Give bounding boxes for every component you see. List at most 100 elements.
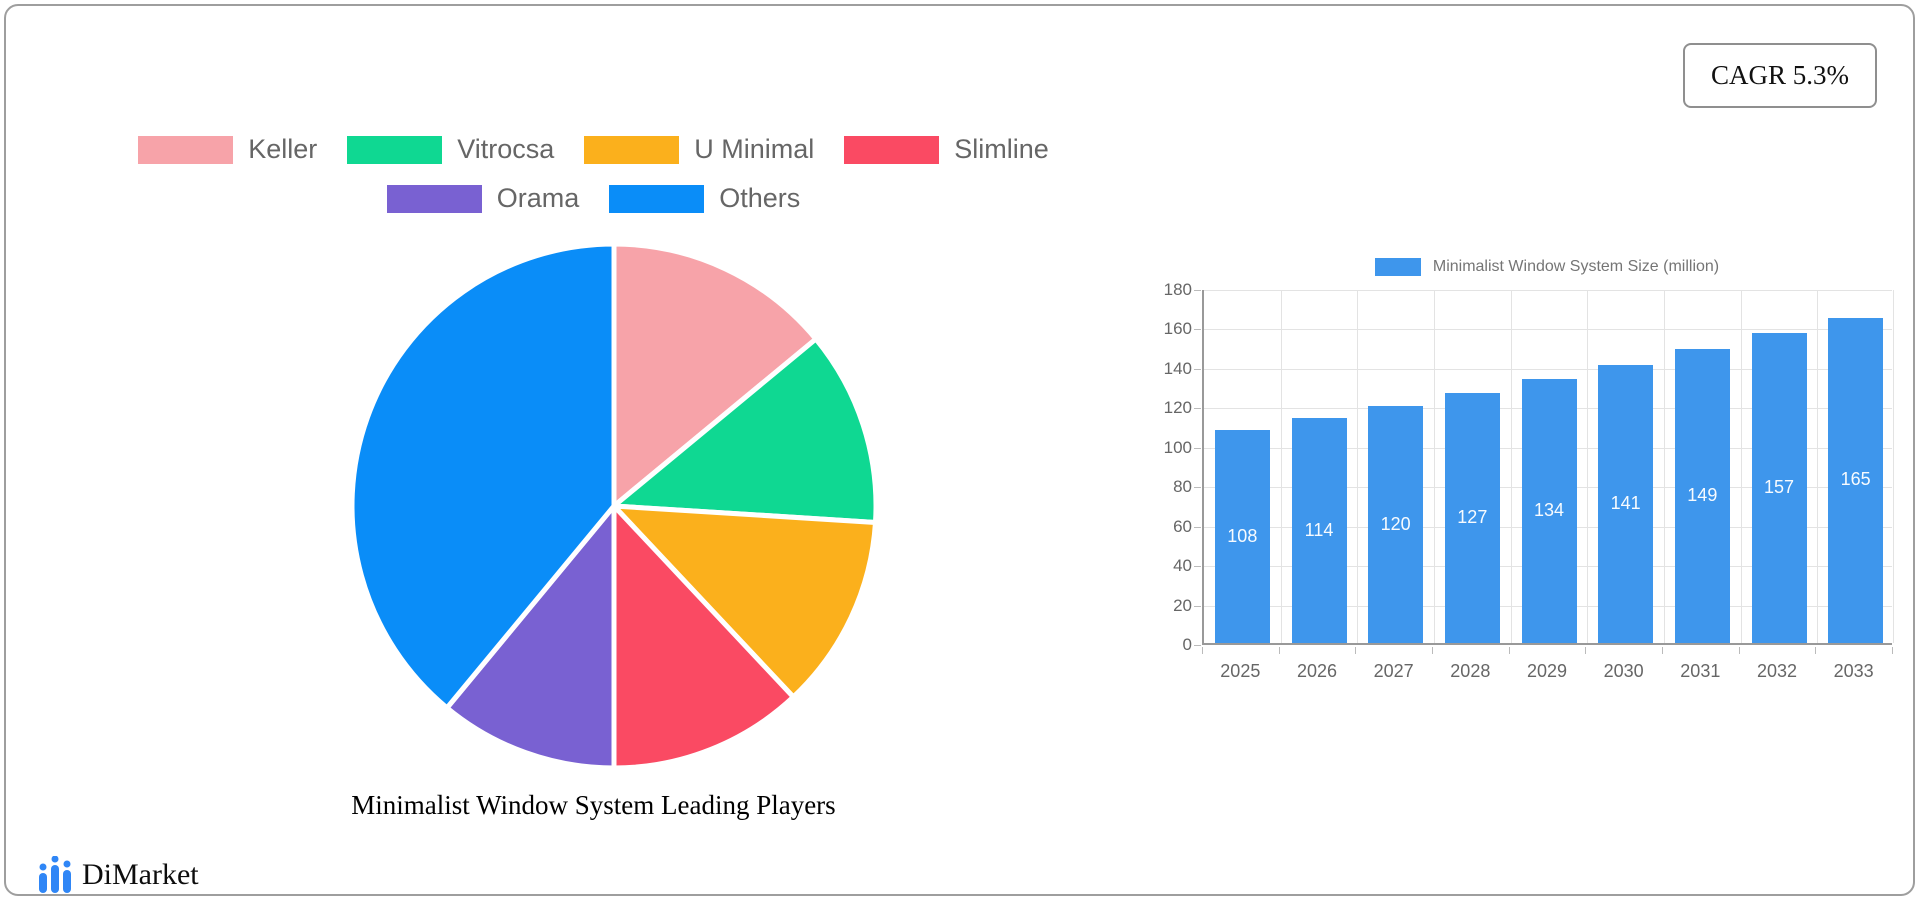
gridline-x-7 [1740, 290, 1742, 643]
legend-label-u-minimal: U Minimal [694, 134, 815, 164]
y-tick-mark-0 [1194, 645, 1201, 646]
y-tick-mark-80 [1194, 487, 1201, 489]
bar-value-label-2027: 120 [1380, 513, 1411, 534]
pie-legend: Keller Vitrocsa U Minimal Slimline Orama Othe… [26, 134, 1161, 214]
bar-chart-panel: Minimalist Window System Size (million) … [1146, 250, 1912, 700]
gridline-x-2 [1357, 290, 1359, 643]
gridline-x-1 [1280, 290, 1282, 643]
legend-item-slimline[interactable]: Slimline [844, 134, 1049, 165]
x-tick-mark-3 [1432, 647, 1433, 654]
gridline-x-6 [1664, 290, 1665, 643]
x-category-label-2027: 2027 [1373, 661, 1414, 681]
y-tick-label-40: 40 [1173, 556, 1192, 576]
legend-swatch-orama [386, 184, 482, 213]
legend-item-keller[interactable]: Keller [138, 134, 317, 165]
legend-swatch-u-minimal [584, 135, 680, 164]
bar-2033[interactable]: 165 [1828, 317, 1884, 643]
report-card: CAGR 5.3% Keller Vitrocsa U Minimal Slimlin… [4, 4, 1915, 896]
gridline-x-3 [1434, 290, 1435, 643]
x-category-label-2028: 2028 [1450, 661, 1491, 681]
legend-label-slimline: Slimline [954, 134, 1049, 164]
dimarket-logo: DiMarket [36, 856, 199, 894]
legend-swatch-vitrocsa [347, 135, 443, 164]
bar-2030[interactable]: 141 [1598, 364, 1654, 643]
x-tick-mark-8 [1815, 647, 1817, 654]
legend-swatch-slimline [844, 135, 940, 164]
legend-label-keller: Keller [248, 134, 318, 164]
bar-chart-plot-area: 108 114 120 127 134 141 149 157 165 [1202, 290, 1894, 645]
y-tick-mark-60 [1194, 526, 1201, 528]
x-category-label-2033: 2033 [1833, 661, 1874, 681]
pie-chart [349, 241, 879, 771]
bar-value-label-2025: 108 [1227, 525, 1258, 546]
bar-2026[interactable]: 114 [1291, 418, 1347, 643]
pie-legend-row: Keller Vitrocsa U Minimal Slimline [138, 134, 1049, 165]
y-tick-mark-40 [1194, 566, 1201, 568]
bar-value-label-2026: 114 [1304, 519, 1334, 540]
x-tick-mark-7 [1738, 647, 1740, 654]
x-category-label-2029: 2029 [1526, 661, 1567, 681]
bar-value-label-2028: 127 [1457, 506, 1488, 527]
pie-legend-row: Orama Others [386, 183, 800, 214]
bar-chart-legend-item[interactable]: Minimalist Window System Size (million) [1202, 258, 1892, 276]
x-category-label-2025: 2025 [1220, 661, 1261, 681]
pie-slice-vitrocsa[interactable] [611, 336, 879, 525]
legend-swatch-keller [138, 135, 234, 164]
bar-value-label-2031: 149 [1687, 485, 1718, 506]
legend-item-orama[interactable]: Orama [386, 183, 580, 214]
legend-label-vitrocsa: Vitrocsa [457, 134, 555, 164]
bar-value-label-2030: 141 [1610, 492, 1641, 513]
x-tick-mark-9 [1892, 647, 1893, 654]
legend-swatch-others [609, 184, 705, 213]
legend-item-others[interactable]: Others [609, 183, 800, 214]
x-tick-mark-6 [1662, 647, 1663, 654]
y-tick-mark-20 [1194, 605, 1201, 607]
y-tick-mark-180 [1194, 290, 1201, 291]
legend-label-others: Others [719, 183, 801, 213]
bar-2032[interactable]: 157 [1751, 333, 1807, 643]
bar-2025[interactable]: 108 [1214, 430, 1270, 643]
x-tick-mark-2 [1355, 647, 1357, 654]
gridline-x-9 [1893, 290, 1894, 643]
x-category-label-2026: 2026 [1296, 661, 1337, 681]
y-tick-mark-140 [1194, 368, 1201, 370]
bar-2029[interactable]: 134 [1521, 378, 1577, 643]
y-tick-label-60: 60 [1173, 516, 1192, 536]
y-tick-label-180: 180 [1163, 280, 1192, 299]
y-tick-mark-100 [1194, 447, 1201, 449]
pie-slice-u-minimal[interactable] [611, 503, 878, 700]
bar-legend-swatch [1374, 258, 1421, 276]
bar-2027[interactable]: 120 [1368, 406, 1424, 643]
bar-value-label-2033: 165 [1840, 469, 1871, 490]
legend-item-u-minimal[interactable]: U Minimal [584, 134, 814, 165]
pie-slice-keller[interactable] [611, 241, 819, 509]
y-tick-label-0: 0 [1182, 635, 1192, 654]
pie-slice-slimline[interactable] [611, 503, 796, 771]
gridline-x-5 [1587, 290, 1589, 643]
gridline-y-160 [1204, 329, 1892, 331]
y-tick-label-140: 140 [1163, 358, 1192, 378]
legend-label-orama: Orama [496, 183, 580, 213]
logo-text: DiMarket [82, 858, 199, 891]
bar-2028[interactable]: 127 [1444, 392, 1500, 643]
gridline-y-180 [1204, 290, 1892, 291]
pie-slice-others[interactable] [349, 241, 617, 711]
x-category-label-2031: 2031 [1680, 661, 1721, 681]
bar-chart-icon [39, 856, 71, 893]
pie-slice-orama[interactable] [444, 503, 617, 771]
gridline-y-140 [1204, 368, 1892, 370]
bar-legend-label: Minimalist Window System Size (million) [1432, 258, 1720, 275]
y-tick-label-100: 100 [1163, 437, 1192, 457]
bar-value-label-2029: 134 [1533, 499, 1565, 520]
y-tick-label-80: 80 [1173, 477, 1192, 497]
legend-item-vitrocsa[interactable]: Vitrocsa [347, 134, 554, 165]
pie-chart-panel: Keller Vitrocsa U Minimal Slimline Orama Othe… [26, 6, 1161, 898]
bar-value-label-2032: 157 [1763, 477, 1795, 498]
bar-2031[interactable]: 149 [1674, 349, 1730, 643]
pie-chart-title: Minimalist Window System Leading Players [351, 790, 836, 820]
cagr-badge: CAGR 5.3% [1682, 43, 1877, 108]
x-tick-mark-4 [1508, 647, 1510, 654]
y-tick-label-120: 120 [1163, 398, 1192, 418]
y-tick-mark-120 [1194, 408, 1201, 410]
y-tick-label-160: 160 [1163, 319, 1192, 339]
